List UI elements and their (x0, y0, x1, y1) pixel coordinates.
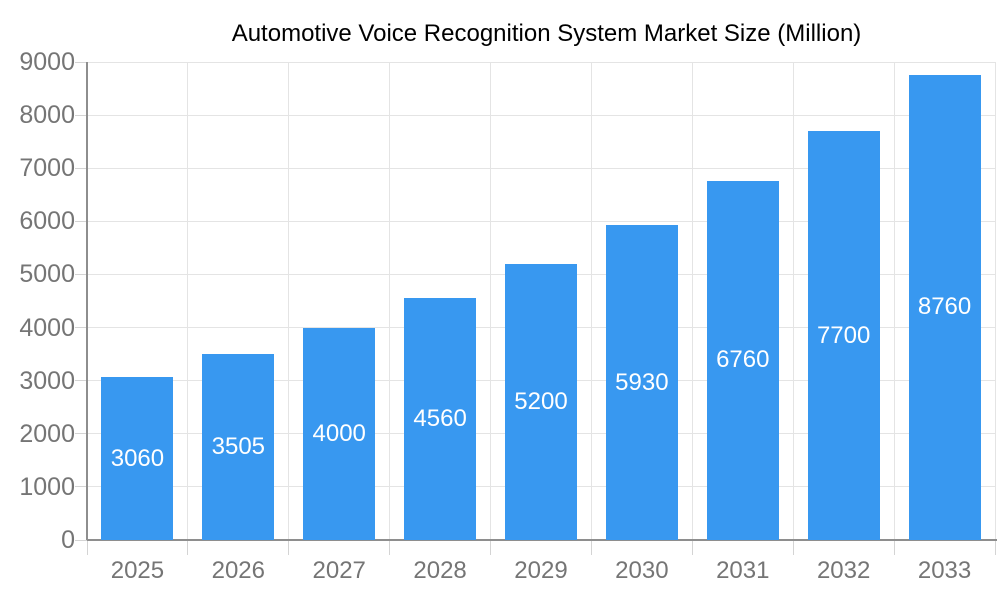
y-tick (75, 273, 87, 275)
x-axis-label: 2029 (514, 557, 568, 584)
bar-value-label: 6760 (716, 346, 770, 374)
x-tick (288, 541, 290, 555)
bar-value-label: 5930 (615, 368, 669, 396)
y-axis-label: 5000 (19, 260, 75, 289)
y-axis-label: 9000 (19, 48, 75, 76)
x-gridline (590, 62, 592, 540)
x-tick (792, 541, 794, 555)
y-tick (75, 433, 87, 435)
bar-value-label: 7700 (816, 321, 871, 349)
x-axis-label: 2027 (312, 557, 366, 584)
bar-value-label: 8760 (917, 293, 972, 321)
y-gridline (87, 167, 995, 169)
x-gridline (490, 62, 492, 540)
x-tick (389, 541, 391, 555)
bar-value-label: 4000 (312, 419, 366, 447)
chart-legend[interactable]: Automotive Voice Recognition System Mark… (0, 13, 1000, 55)
y-axis-label: 4000 (19, 313, 75, 342)
legend-label: Automotive Voice Recognition System Mark… (231, 20, 862, 47)
y-tick (75, 114, 87, 116)
x-gridline (893, 62, 895, 540)
bar: 6760 (706, 180, 779, 540)
bar: 3060 (101, 377, 174, 540)
bar: 5200 (505, 263, 577, 540)
bar: 8760 (908, 74, 981, 540)
x-gridline (187, 62, 189, 540)
y-axis-line (86, 62, 88, 540)
bar-value-label: 3505 (211, 432, 266, 460)
x-axis-label: 2026 (211, 557, 265, 584)
bar: 3505 (202, 353, 275, 540)
y-gridline (87, 114, 995, 116)
y-tick (75, 61, 87, 63)
x-tick (490, 541, 492, 555)
x-gridline (792, 62, 794, 540)
bar: 5930 (605, 225, 678, 540)
y-axis-label: 2000 (19, 419, 75, 448)
y-tick (75, 167, 87, 169)
x-gridline (389, 62, 391, 540)
y-tick (75, 220, 87, 222)
x-axis-label: 2025 (110, 557, 165, 584)
bar-value-label: 3060 (110, 444, 165, 472)
bar: 4560 (404, 297, 477, 540)
x-gridline (994, 62, 996, 540)
y-gridline (87, 220, 995, 222)
y-tick (75, 539, 87, 541)
y-axis-label: 7000 (19, 154, 75, 183)
y-gridline (87, 61, 995, 63)
x-axis-label: 2032 (816, 557, 871, 584)
bar: 7700 (807, 131, 880, 540)
x-axis-label: 2030 (615, 557, 669, 584)
x-tick (994, 541, 996, 555)
x-gridline (288, 62, 290, 540)
y-tick (75, 486, 87, 488)
x-tick (691, 541, 693, 555)
y-axis-label: 3000 (19, 366, 75, 395)
bar: 4000 (303, 327, 376, 540)
x-axis-label: 2028 (413, 557, 467, 584)
x-tick (590, 541, 592, 555)
y-axis-label: 0 (61, 526, 75, 554)
bar-value-label: 4560 (413, 404, 467, 432)
x-gridline (691, 62, 693, 540)
x-axis-line (87, 539, 997, 541)
bar-value-label: 5200 (514, 387, 568, 415)
y-tick (75, 380, 87, 382)
x-tick (86, 541, 88, 555)
x-axis-label: 2031 (716, 557, 770, 584)
x-tick (893, 541, 895, 555)
x-axis-label: 2033 (917, 557, 972, 584)
y-tick (75, 327, 87, 329)
y-axis-label: 6000 (19, 207, 75, 236)
y-axis-label: 1000 (19, 472, 75, 501)
x-tick (187, 541, 189, 555)
y-axis-label: 8000 (19, 101, 75, 130)
